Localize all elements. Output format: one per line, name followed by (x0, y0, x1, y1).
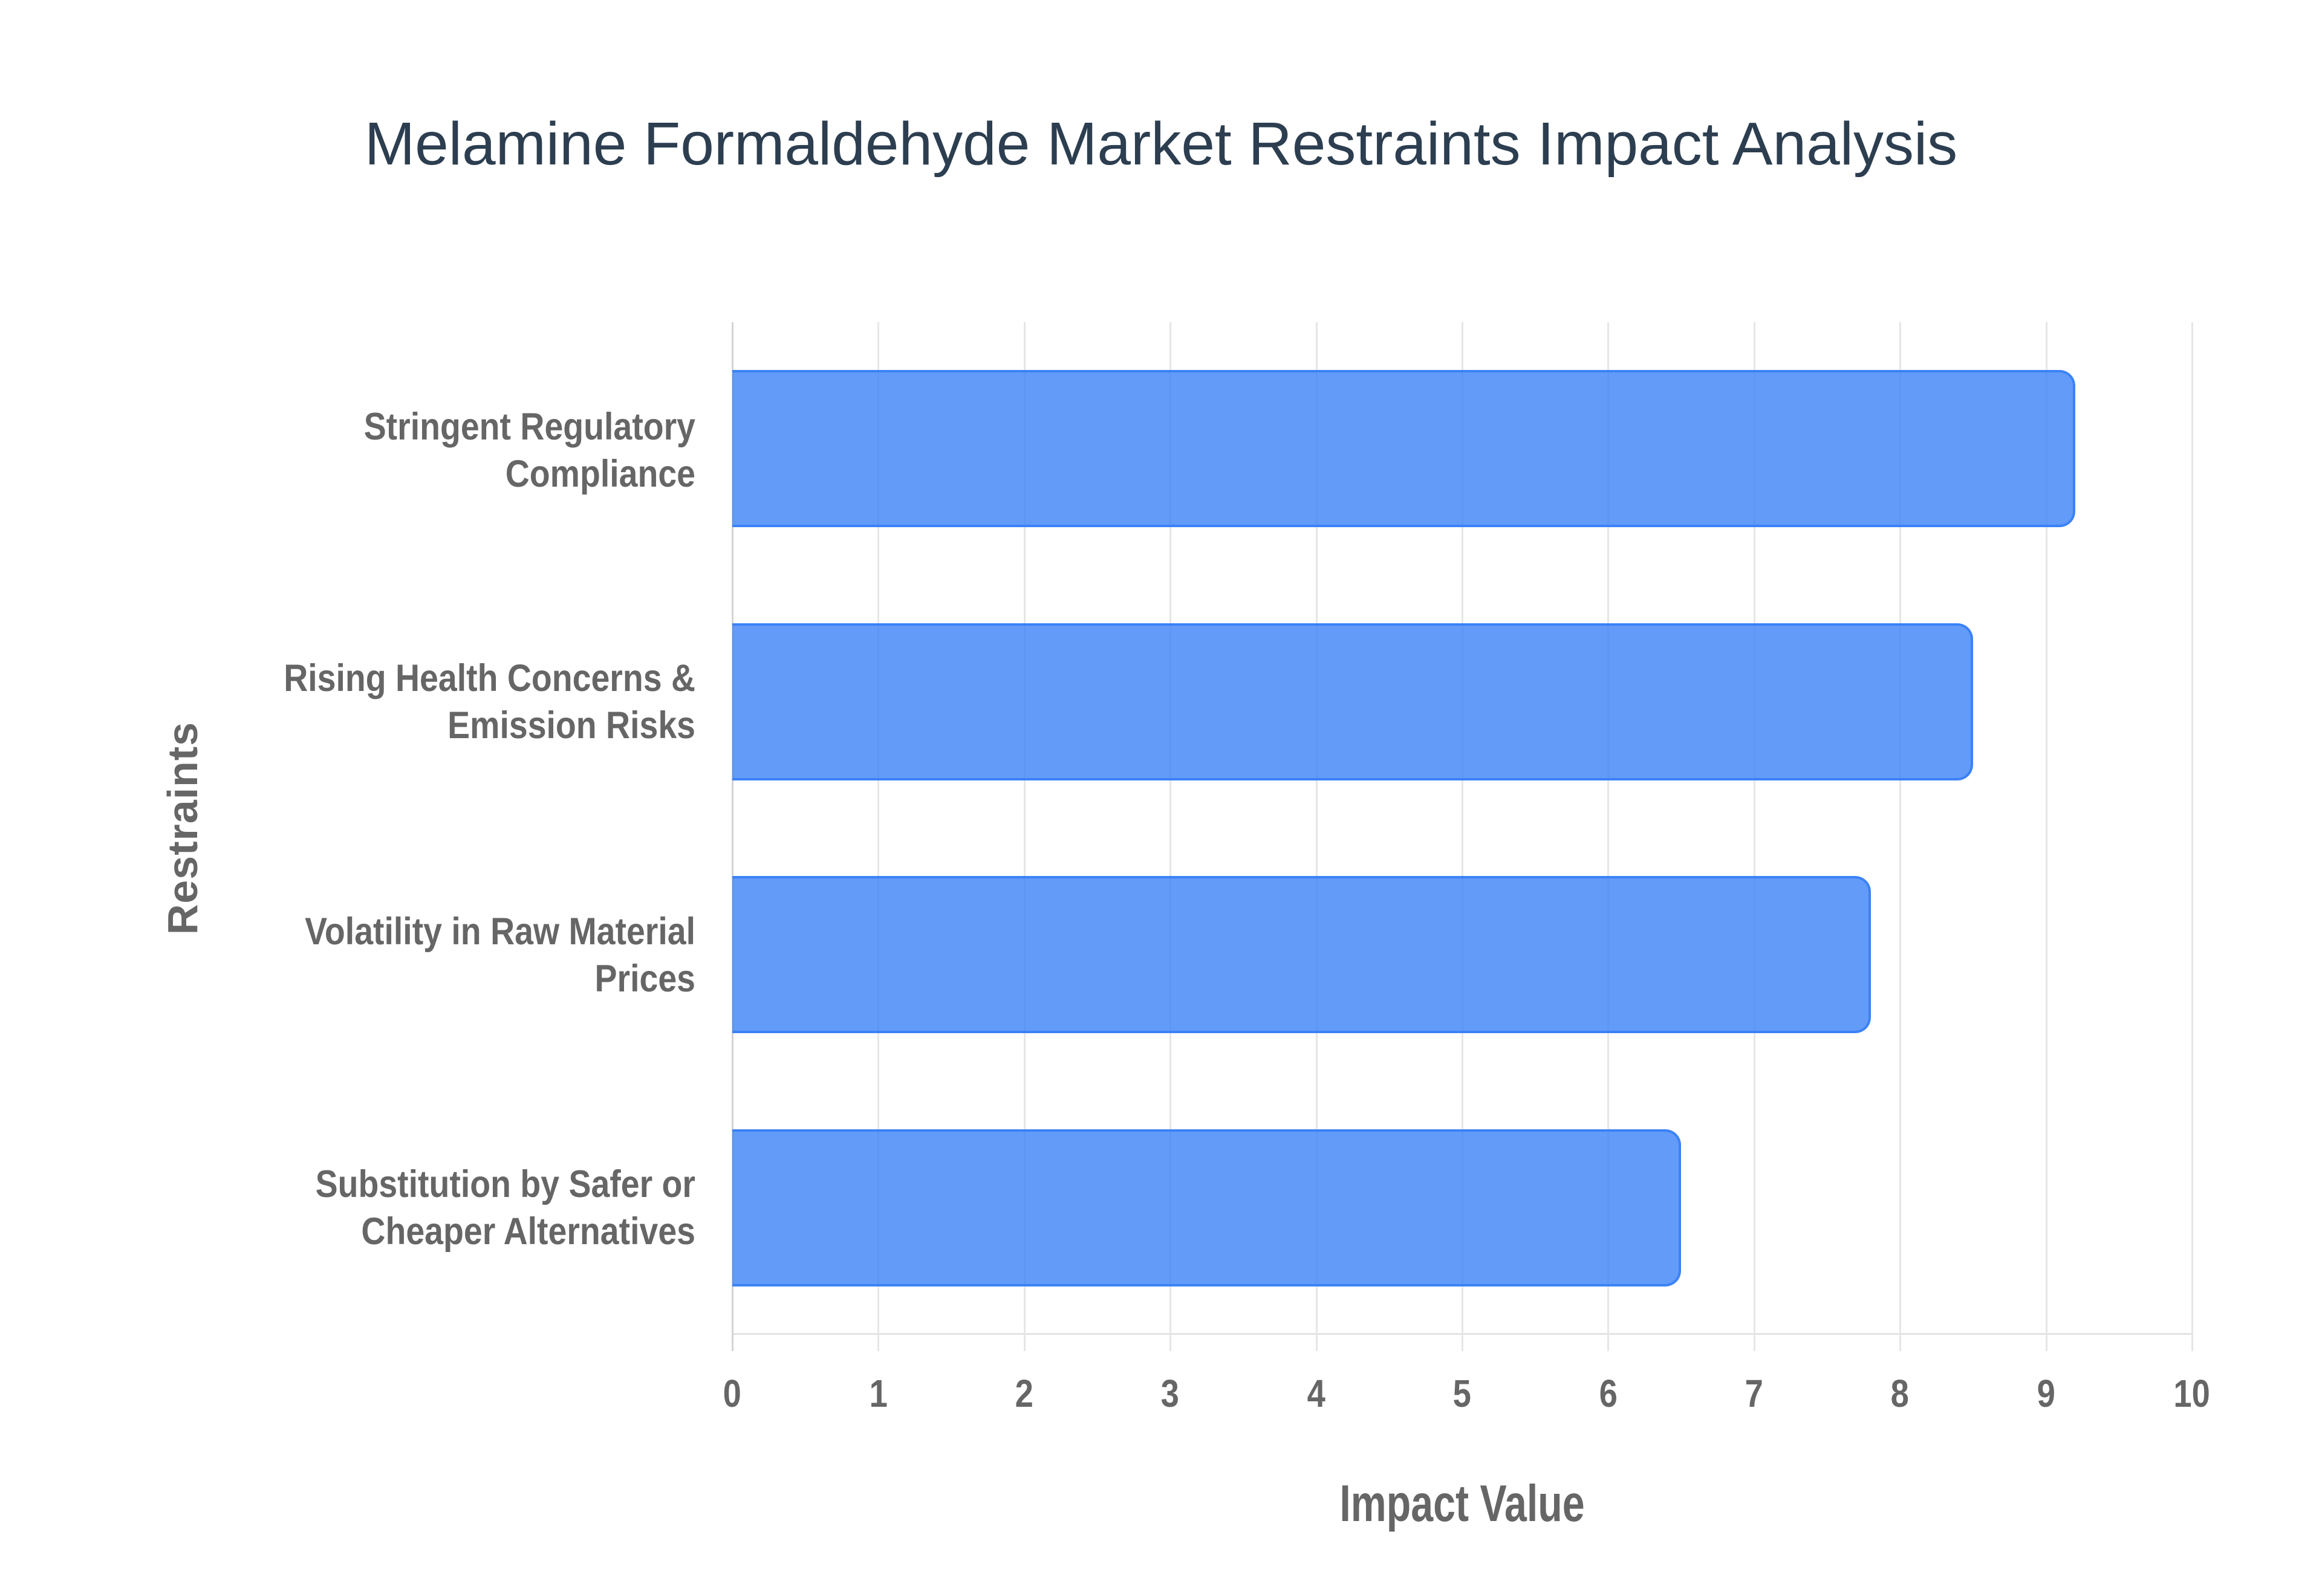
x-tick-label: 1 (869, 1372, 888, 1415)
category-label-line: Prices (594, 958, 695, 1000)
gridline (1169, 322, 1172, 1351)
x-tick-label: 8 (1891, 1372, 1910, 1415)
category-label-line: Compliance (505, 453, 695, 495)
x-axis-title: Impact Value (1339, 1475, 1585, 1533)
gridline (2045, 322, 2047, 1351)
gridline (1023, 322, 1026, 1351)
x-tick-label: 5 (1452, 1372, 1472, 1415)
bar-raw-material-volatility[interactable] (732, 876, 1871, 1033)
chart-title: Melamine Formaldehyde Market Restraints … (364, 110, 1958, 178)
gridline (1315, 322, 1318, 1351)
x-tick-label: 3 (1161, 1372, 1180, 1415)
category-label-line: Rising Health Concerns & (284, 657, 695, 699)
category-label: Volatility in Raw Material Prices (163, 908, 695, 1002)
x-tick-label: 9 (2037, 1372, 2055, 1415)
y-axis-title: Restraints (159, 721, 206, 935)
bar-rising-health-concerns[interactable] (732, 623, 1973, 780)
gridline (732, 322, 733, 1351)
plot-area (732, 322, 2193, 1351)
category-label-line: Volatility in Raw Material (305, 910, 695, 953)
x-tick-label: 4 (1307, 1372, 1325, 1415)
bar-substitution-alternatives[interactable] (732, 1129, 1682, 1286)
gridline (1753, 322, 1755, 1351)
x-tick-label: 10 (2173, 1372, 2211, 1415)
category-label-line: Cheaper Alternatives (361, 1210, 695, 1253)
x-tick-label: 0 (723, 1372, 742, 1415)
category-label-line: Substitution by Safer or (315, 1163, 695, 1205)
gridline (1607, 322, 1610, 1351)
category-label-line: Stringent Regulatory (363, 406, 695, 448)
category-label: Substitution by Safer or Cheaper Alterna… (163, 1161, 695, 1255)
gridline (877, 322, 880, 1351)
gridline (1462, 322, 1463, 1351)
bar-stringent-regulatory-compliance[interactable] (732, 370, 2075, 527)
category-label: Stringent Regulatory Compliance (163, 403, 695, 498)
gridline (1899, 322, 1902, 1351)
x-tick-label: 7 (1745, 1372, 1763, 1415)
category-label-line: Emission Risks (447, 704, 695, 747)
x-tick-label: 2 (1015, 1372, 1033, 1415)
gridline (2191, 322, 2193, 1351)
x-tick-label: 6 (1599, 1372, 1618, 1415)
category-label: Rising Health Concerns & Emission Risks (163, 655, 695, 749)
